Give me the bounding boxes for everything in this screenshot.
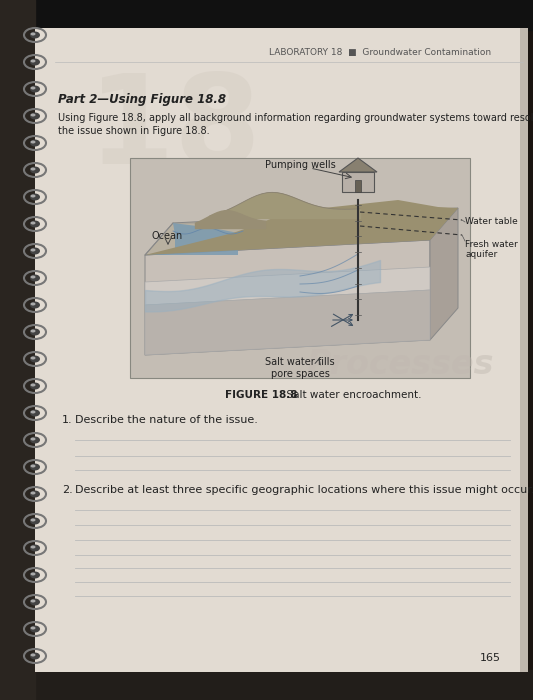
Ellipse shape [30, 437, 40, 444]
Text: Part 2—Using Figure 18.8: Part 2—Using Figure 18.8 [58, 94, 226, 106]
Ellipse shape [30, 32, 40, 38]
Ellipse shape [30, 195, 36, 197]
Ellipse shape [30, 654, 36, 657]
Ellipse shape [30, 274, 40, 281]
Polygon shape [145, 208, 458, 255]
Text: Salt water encroachment.: Salt water encroachment. [280, 390, 422, 400]
Text: Salt water fills
pore spaces: Salt water fills pore spaces [265, 357, 335, 379]
Polygon shape [430, 208, 458, 340]
Text: Ocean: Ocean [152, 231, 183, 241]
Ellipse shape [30, 571, 40, 578]
Text: Pumping wells: Pumping wells [265, 160, 336, 170]
Ellipse shape [30, 302, 36, 305]
Text: LABORATORY 18  ■  Groundwater Contamination: LABORATORY 18 ■ Groundwater Contaminatio… [269, 48, 491, 57]
Ellipse shape [30, 519, 36, 522]
Ellipse shape [30, 410, 40, 416]
Ellipse shape [30, 32, 36, 36]
Polygon shape [145, 223, 238, 255]
Ellipse shape [30, 113, 40, 120]
Ellipse shape [30, 248, 36, 251]
Text: Fresh water
aquifer: Fresh water aquifer [465, 240, 518, 260]
Ellipse shape [30, 60, 36, 62]
Ellipse shape [30, 302, 40, 309]
Ellipse shape [30, 141, 36, 144]
Ellipse shape [30, 139, 40, 146]
Ellipse shape [30, 221, 36, 225]
Text: Describe at least three specific geographic locations where this issue might occ: Describe at least three specific geograp… [75, 485, 533, 495]
Ellipse shape [30, 167, 36, 171]
Text: Processes: Processes [306, 349, 494, 382]
Ellipse shape [30, 384, 36, 386]
Ellipse shape [30, 167, 40, 174]
Ellipse shape [30, 328, 40, 335]
Polygon shape [145, 290, 430, 355]
Ellipse shape [30, 599, 36, 603]
Polygon shape [145, 267, 430, 305]
Ellipse shape [30, 220, 40, 228]
Ellipse shape [30, 626, 40, 633]
Ellipse shape [30, 248, 40, 255]
Bar [355, 180, 361, 192]
Ellipse shape [30, 463, 40, 470]
Ellipse shape [30, 573, 36, 575]
Ellipse shape [30, 438, 36, 440]
Ellipse shape [30, 626, 36, 629]
Text: FIGURE 18.8: FIGURE 18.8 [225, 390, 297, 400]
Ellipse shape [30, 59, 40, 66]
Ellipse shape [30, 382, 40, 389]
Ellipse shape [30, 517, 40, 524]
Text: 2.: 2. [62, 485, 72, 495]
Polygon shape [145, 240, 430, 355]
Ellipse shape [30, 598, 40, 606]
Ellipse shape [30, 356, 40, 363]
Ellipse shape [30, 545, 36, 549]
Text: 18: 18 [88, 69, 262, 190]
Ellipse shape [30, 491, 40, 498]
Ellipse shape [30, 85, 40, 92]
Ellipse shape [30, 491, 36, 494]
Text: Using Figure 18.8, apply all background information regarding groundwater system: Using Figure 18.8, apply all background … [58, 113, 533, 123]
Text: 1.: 1. [62, 415, 72, 425]
Polygon shape [339, 158, 377, 172]
Ellipse shape [30, 193, 40, 200]
Ellipse shape [30, 276, 36, 279]
Text: 165: 165 [480, 653, 500, 663]
Text: the issue shown in Figure 18.8.: the issue shown in Figure 18.8. [58, 126, 209, 136]
Ellipse shape [30, 465, 36, 468]
Ellipse shape [30, 330, 36, 332]
Ellipse shape [30, 545, 40, 552]
Polygon shape [145, 200, 458, 255]
Ellipse shape [30, 113, 36, 116]
Bar [130, 158, 470, 378]
Text: Water table: Water table [465, 218, 518, 227]
Bar [342, 172, 374, 192]
Text: Describe the nature of the issue.: Describe the nature of the issue. [75, 415, 258, 425]
Bar [520, 28, 528, 672]
Ellipse shape [30, 356, 36, 360]
Ellipse shape [30, 652, 40, 659]
Ellipse shape [30, 87, 36, 90]
Ellipse shape [30, 410, 36, 414]
